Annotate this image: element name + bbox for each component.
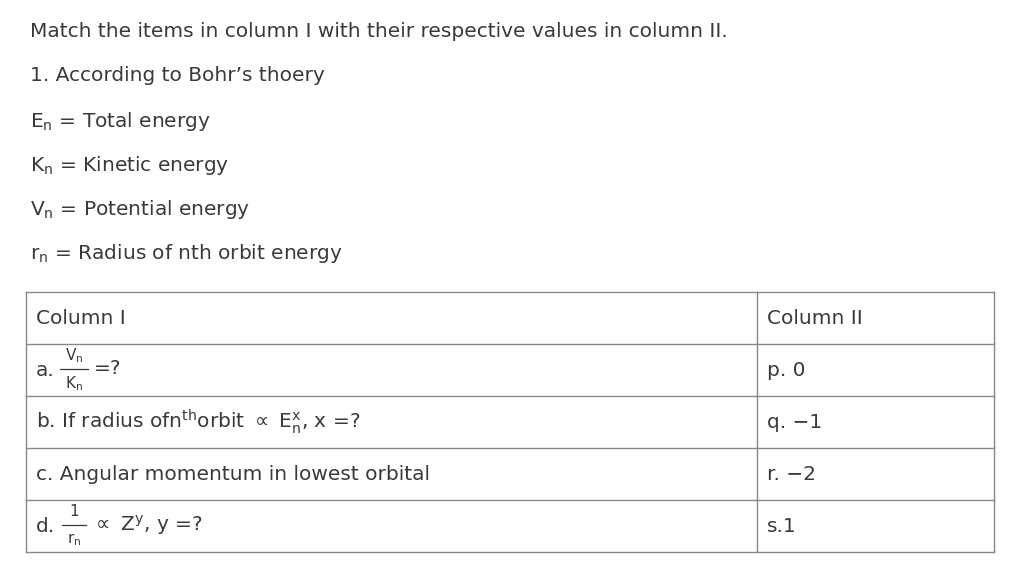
Text: $\mathregular{r_n}$: $\mathregular{r_n}$ — [67, 531, 81, 549]
Text: $\mathregular{K_n}$ = Kinetic energy: $\mathregular{K_n}$ = Kinetic energy — [30, 154, 229, 177]
Text: d.: d. — [36, 517, 55, 535]
Text: $\mathregular{V_n}$: $\mathregular{V_n}$ — [65, 347, 83, 366]
Text: $\mathregular{E_n}$ = Total energy: $\mathregular{E_n}$ = Total energy — [30, 110, 211, 133]
Text: c. Angular momentum in lowest orbital: c. Angular momentum in lowest orbital — [36, 464, 430, 483]
Text: 1. According to Bohr’s thoery: 1. According to Bohr’s thoery — [30, 66, 325, 85]
Text: =?: =? — [94, 359, 122, 379]
Text: Match the items in column I with their respective values in column II.: Match the items in column I with their r… — [30, 22, 728, 41]
Text: b. If radius ofn$^{\mathregular{th}}$orbit $\propto$ E$_{\mathregular{n}}^{\math: b. If radius ofn$^{\mathregular{th}}$orb… — [36, 408, 360, 436]
Text: p. 0: p. 0 — [767, 360, 805, 379]
Text: $\mathregular{r_n}$ = Radius of nth orbit energy: $\mathregular{r_n}$ = Radius of nth orbi… — [30, 242, 343, 265]
Text: Column II: Column II — [767, 308, 862, 328]
Text: $\mathregular{K_n}$: $\mathregular{K_n}$ — [65, 375, 83, 394]
Text: r. −2: r. −2 — [767, 464, 816, 483]
Text: $\propto$ Z$^{\mathregular{y}}$, y =?: $\propto$ Z$^{\mathregular{y}}$, y =? — [92, 513, 203, 537]
Text: $\mathregular{V_n}$ = Potential energy: $\mathregular{V_n}$ = Potential energy — [30, 198, 250, 221]
Text: q. −1: q. −1 — [767, 412, 822, 431]
Text: Column I: Column I — [36, 308, 126, 328]
Text: s.1: s.1 — [767, 517, 797, 535]
Text: a.: a. — [36, 360, 54, 379]
Text: 1: 1 — [70, 505, 79, 519]
